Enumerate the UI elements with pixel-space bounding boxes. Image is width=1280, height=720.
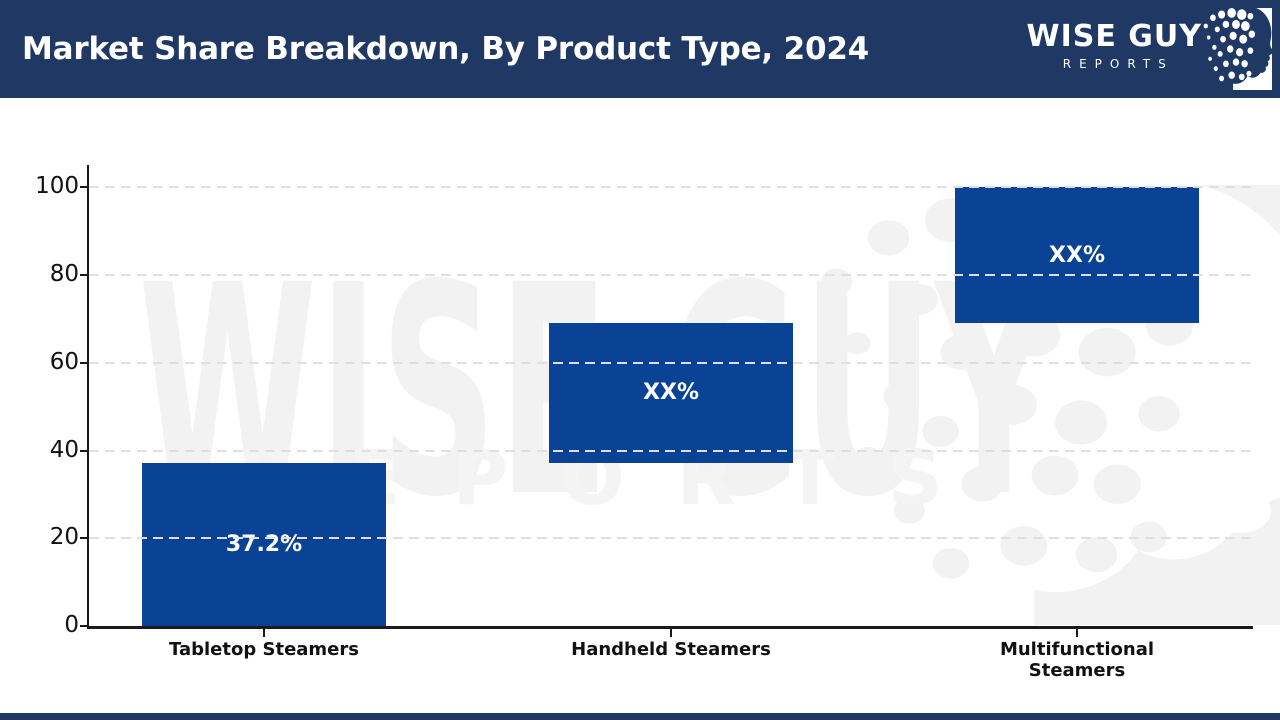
page-title: Market Share Breakdown, By Product Type,… (22, 31, 870, 67)
gridline-40 (89, 449, 1253, 452)
bar-value-label: XX% (1049, 242, 1105, 268)
bar-2: XX% (549, 322, 793, 463)
y-tick-100 (80, 186, 88, 189)
y-tick-0 (80, 625, 88, 627)
bar-value-label: 37.2% (225, 531, 303, 557)
y-tick-20 (80, 537, 88, 540)
category-label-3: Multifunctional Steamers (999, 639, 1155, 681)
gridline-60 (89, 361, 1253, 364)
gridline-100 (89, 186, 1253, 189)
y-tick-label-60: 60 (49, 348, 79, 375)
y-tick-label-100: 100 (35, 173, 79, 200)
y-tick-40 (80, 449, 88, 452)
gridline-80 (89, 274, 1253, 277)
y-tick-60 (80, 361, 88, 364)
y-tick-label-80: 80 (49, 261, 79, 288)
x-tick-2 (670, 629, 672, 637)
x-axis-line (87, 626, 1253, 629)
gridline-20 (89, 537, 1253, 540)
y-axis-line (87, 165, 89, 629)
bar-3: XX% (955, 187, 1199, 323)
bar-value-label: XX% (643, 380, 699, 406)
category-label-2: Handheld Steamers (571, 639, 771, 660)
header-banner: Market Share Breakdown, By Product Type,… (0, 0, 1280, 98)
logo-dotted-face-icon (1203, 8, 1272, 90)
wise-guy-reports-logo: WISE GUY REPORTS (1016, 0, 1272, 98)
logo-wordmark: WISE GUY REPORTS (1026, 21, 1202, 72)
logo-wiseguy-text: WISE GUY (1026, 19, 1202, 54)
category-label-1: Tabletop Steamers (169, 639, 359, 660)
footer-bar (0, 713, 1280, 720)
y-tick-label-0: 0 (64, 612, 79, 638)
y-tick-label-40: 40 (49, 436, 79, 463)
y-tick-label-20: 20 (49, 524, 79, 551)
bar-1: 37.2% (142, 462, 386, 626)
x-tick-3 (1076, 629, 1078, 637)
x-tick-1 (263, 629, 265, 637)
logo-reports-text: REPORTS (1062, 57, 1174, 71)
y-tick-80 (80, 274, 88, 277)
